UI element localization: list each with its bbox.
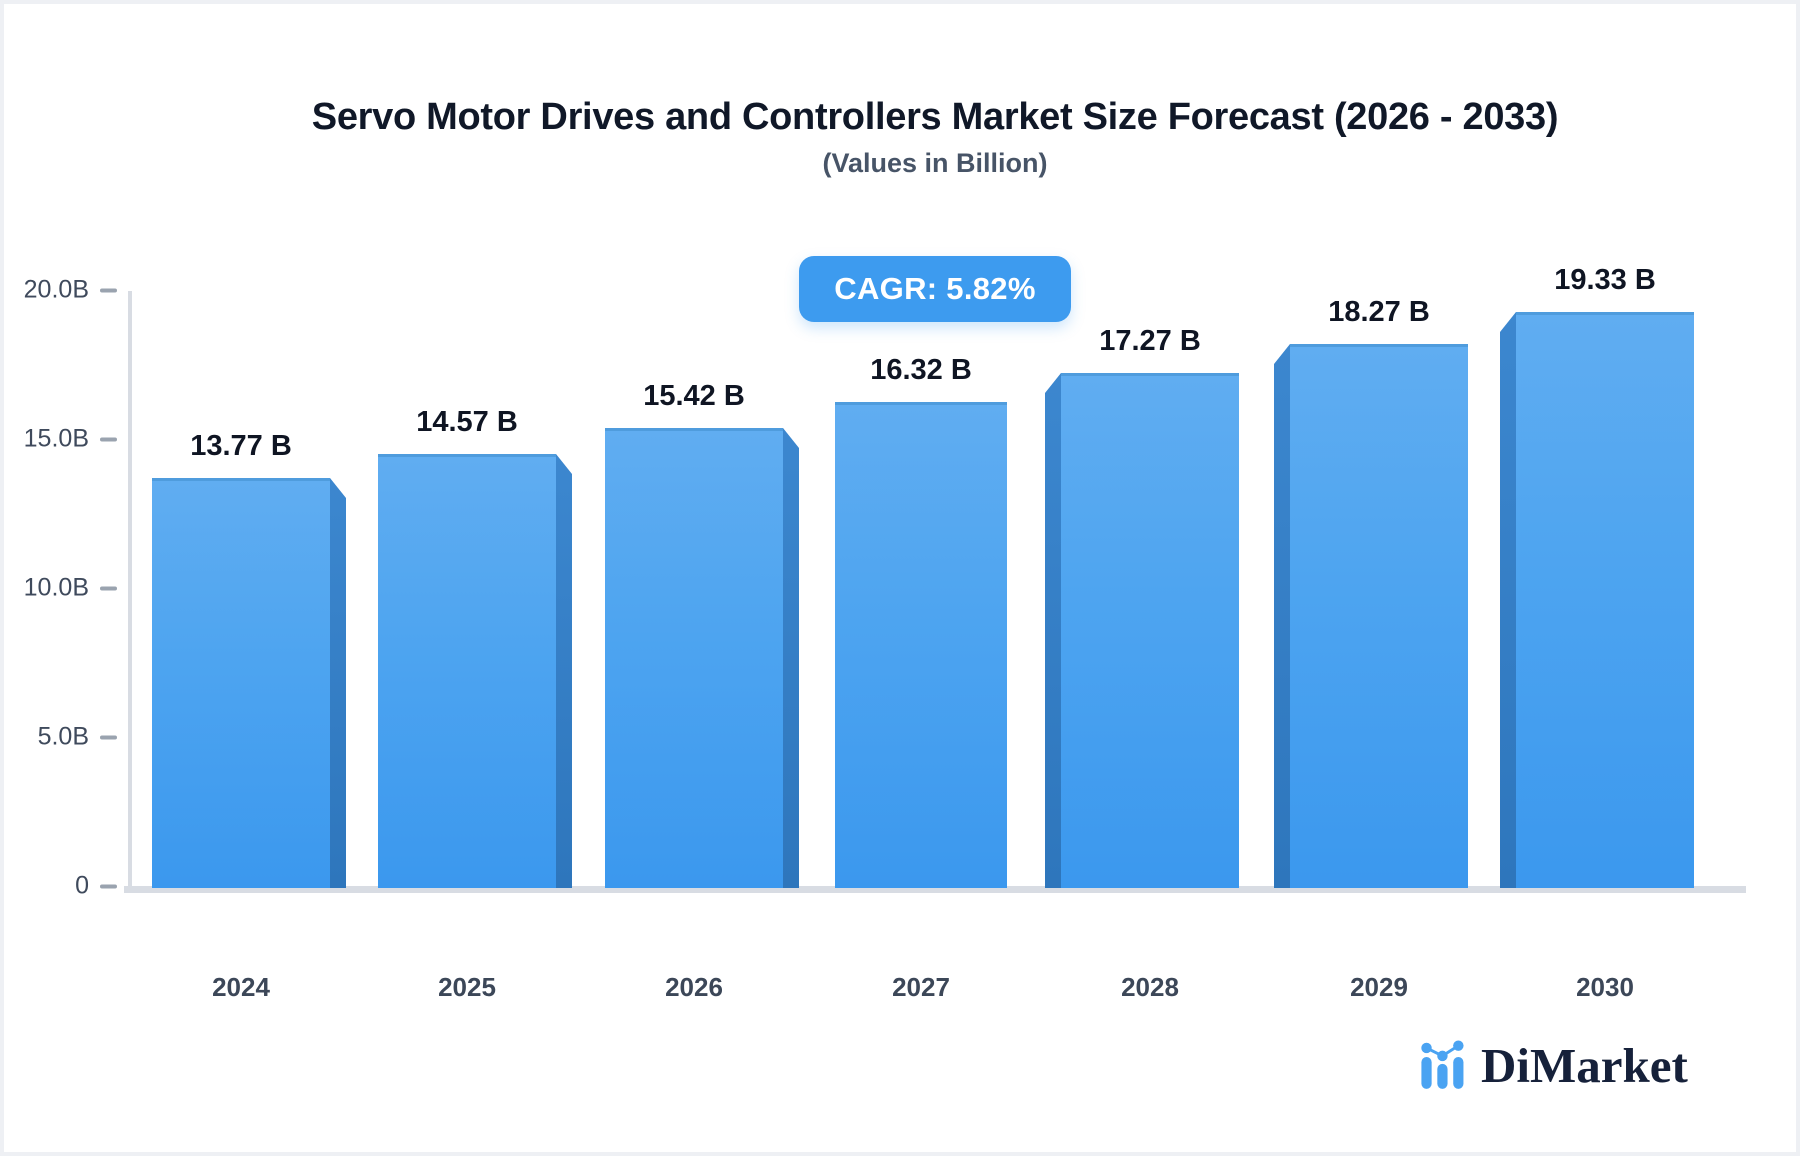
tick-dash — [100, 437, 117, 441]
x-axis-category-label: 2028 — [1121, 972, 1179, 1002]
y-tick-label: 10.0B — [23, 573, 89, 602]
y-tick-label: 20.0B — [23, 275, 89, 304]
y-tick-label: 15.0B — [23, 424, 89, 453]
bar-value-label: 17.27 B — [1099, 325, 1201, 357]
y-tick-15b: 15.0B — [0, 425, 117, 454]
x-axis-category-label: 2030 — [1576, 972, 1634, 1002]
bar-face — [378, 454, 556, 888]
bar-value-label: 18.27 B — [1328, 296, 1430, 328]
bar-3d-side — [783, 428, 799, 888]
y-tick-0: 0 — [0, 872, 117, 901]
y-tick-label: 0 — [75, 871, 89, 900]
x-axis-category-label: 2029 — [1350, 972, 1408, 1002]
bar-3d-side — [1045, 373, 1061, 888]
bar-2025[interactable]: 14.57 B 2025 — [378, 406, 572, 1002]
bar-value-label: 16.32 B — [870, 354, 972, 386]
bar-2028[interactable]: 17.27 B 2028 — [1045, 325, 1239, 1002]
bar-face — [152, 478, 330, 888]
bar-value-label: 14.57 B — [416, 406, 518, 438]
brand-name: DiMarket — [1481, 1037, 1688, 1093]
chart-subtitle: (Values in Billion) — [822, 148, 1048, 178]
bar-3d-side — [1500, 312, 1516, 888]
bar-3d-side — [1274, 344, 1290, 888]
y-tick-5b: 5.0B — [0, 723, 117, 752]
brand-logo: DiMarket — [1420, 1040, 1688, 1090]
bar-2029[interactable]: 18.27 B 2029 — [1274, 296, 1468, 1002]
bar-face — [1290, 344, 1468, 888]
bar-3d-side — [330, 478, 346, 888]
bar-2026[interactable]: 15.42 B 2026 — [605, 380, 799, 1002]
bar-3d-side — [556, 454, 572, 888]
cagr-badge: CAGR: 5.82% — [799, 256, 1071, 322]
tick-dash — [100, 884, 117, 888]
y-axis-line — [128, 291, 132, 888]
tick-dash — [100, 735, 117, 739]
x-axis-category-label: 2026 — [665, 972, 723, 1002]
bar-face — [1516, 312, 1694, 888]
bar-2024[interactable]: 13.77 B 2024 — [152, 430, 346, 1002]
tick-dash — [100, 288, 117, 292]
bar-face — [605, 428, 783, 888]
y-tick-10b: 10.0B — [0, 574, 117, 603]
tick-dash — [100, 586, 117, 590]
y-tick-label: 5.0B — [37, 722, 89, 751]
x-axis-category-label: 2025 — [438, 972, 496, 1002]
bar-value-label: 15.42 B — [643, 380, 745, 412]
bar-value-label: 13.77 B — [190, 430, 292, 462]
bar-2030[interactable]: 19.33 B 2030 — [1500, 264, 1694, 1002]
bar-2027[interactable]: 16.32 B 2027 — [835, 354, 1007, 1002]
x-axis-category-label: 2024 — [212, 972, 270, 1002]
chart-title: Servo Motor Drives and Controllers Marke… — [311, 96, 1559, 138]
y-tick-20b: 20.0B — [0, 276, 117, 305]
x-axis-category-label: 2027 — [892, 972, 950, 1002]
bar-face — [835, 402, 1007, 888]
bar-face — [1061, 373, 1239, 888]
bar-line-chart-icon — [1421, 1040, 1464, 1089]
bar-value-label: 19.33 B — [1554, 264, 1656, 296]
x-axis-baseline — [124, 886, 1746, 893]
